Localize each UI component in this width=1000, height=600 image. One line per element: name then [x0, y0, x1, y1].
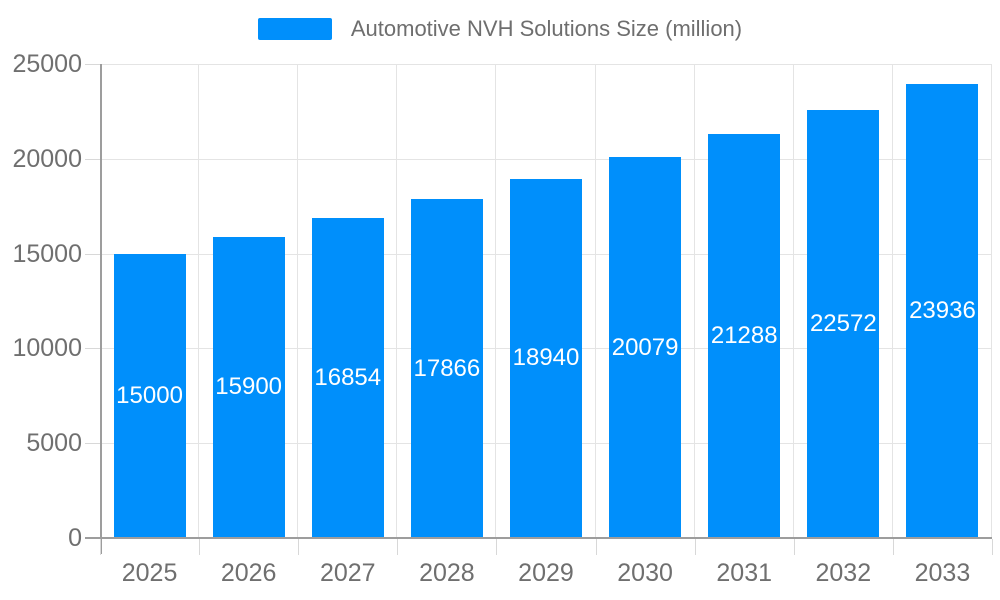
x-axis-tick-label: 2027	[319, 559, 376, 587]
horizontal-gridline	[100, 64, 992, 65]
y-axis-tick-label: 10000	[12, 334, 82, 363]
vertical-gridline	[693, 64, 695, 538]
bar-value-label: 21288	[710, 322, 778, 350]
x-axis-tick	[496, 539, 498, 555]
x-axis-tick-label: 2026	[220, 559, 277, 587]
bar-value-label: 18940	[512, 344, 580, 372]
bar[interactable]: 17866	[410, 199, 483, 538]
x-axis-tick-label: 2031	[716, 559, 773, 587]
bar[interactable]: 15000	[113, 253, 186, 538]
x-axis-tick	[100, 539, 101, 555]
bar[interactable]: 20079	[609, 157, 682, 538]
y-axis-tick	[85, 348, 100, 350]
bar[interactable]: 15900	[212, 236, 285, 538]
vertical-gridline	[198, 64, 200, 538]
plot-area: 15000 15900 16854 17866 18940 20079 21288 22572…	[100, 64, 992, 538]
y-axis-line	[100, 64, 102, 554]
bar[interactable]: 21288	[708, 134, 781, 538]
vertical-gridline	[396, 64, 398, 538]
x-axis-tick	[595, 539, 597, 555]
x-axis-tick-label: 2025	[121, 559, 178, 587]
x-axis-tick-label: 2032	[815, 559, 872, 587]
bar-value-label: 17866	[413, 354, 481, 382]
y-axis-tick-label: 0	[68, 524, 82, 552]
y-axis-tick-label: 20000	[12, 144, 82, 173]
legend-label: Automotive NVH Solutions Size (million)	[350, 16, 743, 41]
y-axis-tick	[85, 443, 100, 445]
bar-value-label: 23936	[909, 297, 976, 325]
x-axis-line	[85, 537, 992, 539]
y-axis-tick	[85, 64, 100, 65]
chart-legend[interactable]: Automotive NVH Solutions Size (million)	[0, 16, 1000, 42]
x-axis-tick	[892, 539, 894, 555]
vertical-gridline	[594, 64, 596, 538]
vertical-gridline	[792, 64, 794, 538]
y-axis-tick-label: 5000	[26, 429, 82, 458]
vertical-gridline	[991, 64, 992, 538]
y-axis-tick	[85, 253, 100, 255]
x-axis-tick-label: 2030	[617, 559, 673, 587]
bar-value-label: 15000	[116, 381, 183, 409]
vertical-gridline	[891, 64, 893, 538]
bar-value-label: 22572	[809, 310, 877, 338]
horizontal-gridline	[100, 158, 992, 160]
x-axis-tick-label: 2029	[518, 559, 574, 587]
vertical-gridline	[495, 64, 497, 538]
x-axis-tick-label: 2033	[914, 559, 971, 587]
bar[interactable]: 23936	[906, 84, 979, 538]
bar-value-label: 15900	[215, 373, 283, 401]
x-axis-tick	[397, 539, 399, 555]
x-axis-tick	[992, 539, 993, 555]
bar[interactable]: 22572	[807, 110, 880, 538]
x-axis-tick	[694, 539, 696, 555]
y-axis-tick-label: 15000	[12, 239, 82, 268]
bar[interactable]: 18940	[510, 178, 582, 538]
bar[interactable]: 16854	[311, 218, 384, 538]
x-axis-tick	[199, 539, 201, 555]
vertical-gridline	[297, 64, 299, 538]
x-axis-tick-label: 2028	[419, 559, 475, 587]
x-axis-tick	[298, 539, 300, 555]
y-axis-tick	[85, 158, 100, 160]
legend-swatch-icon	[257, 18, 332, 40]
bar-value-label: 20079	[611, 333, 679, 361]
x-axis-tick	[793, 539, 795, 555]
bar-value-label: 16854	[314, 364, 382, 392]
y-axis-tick-label: 25000	[12, 50, 82, 78]
